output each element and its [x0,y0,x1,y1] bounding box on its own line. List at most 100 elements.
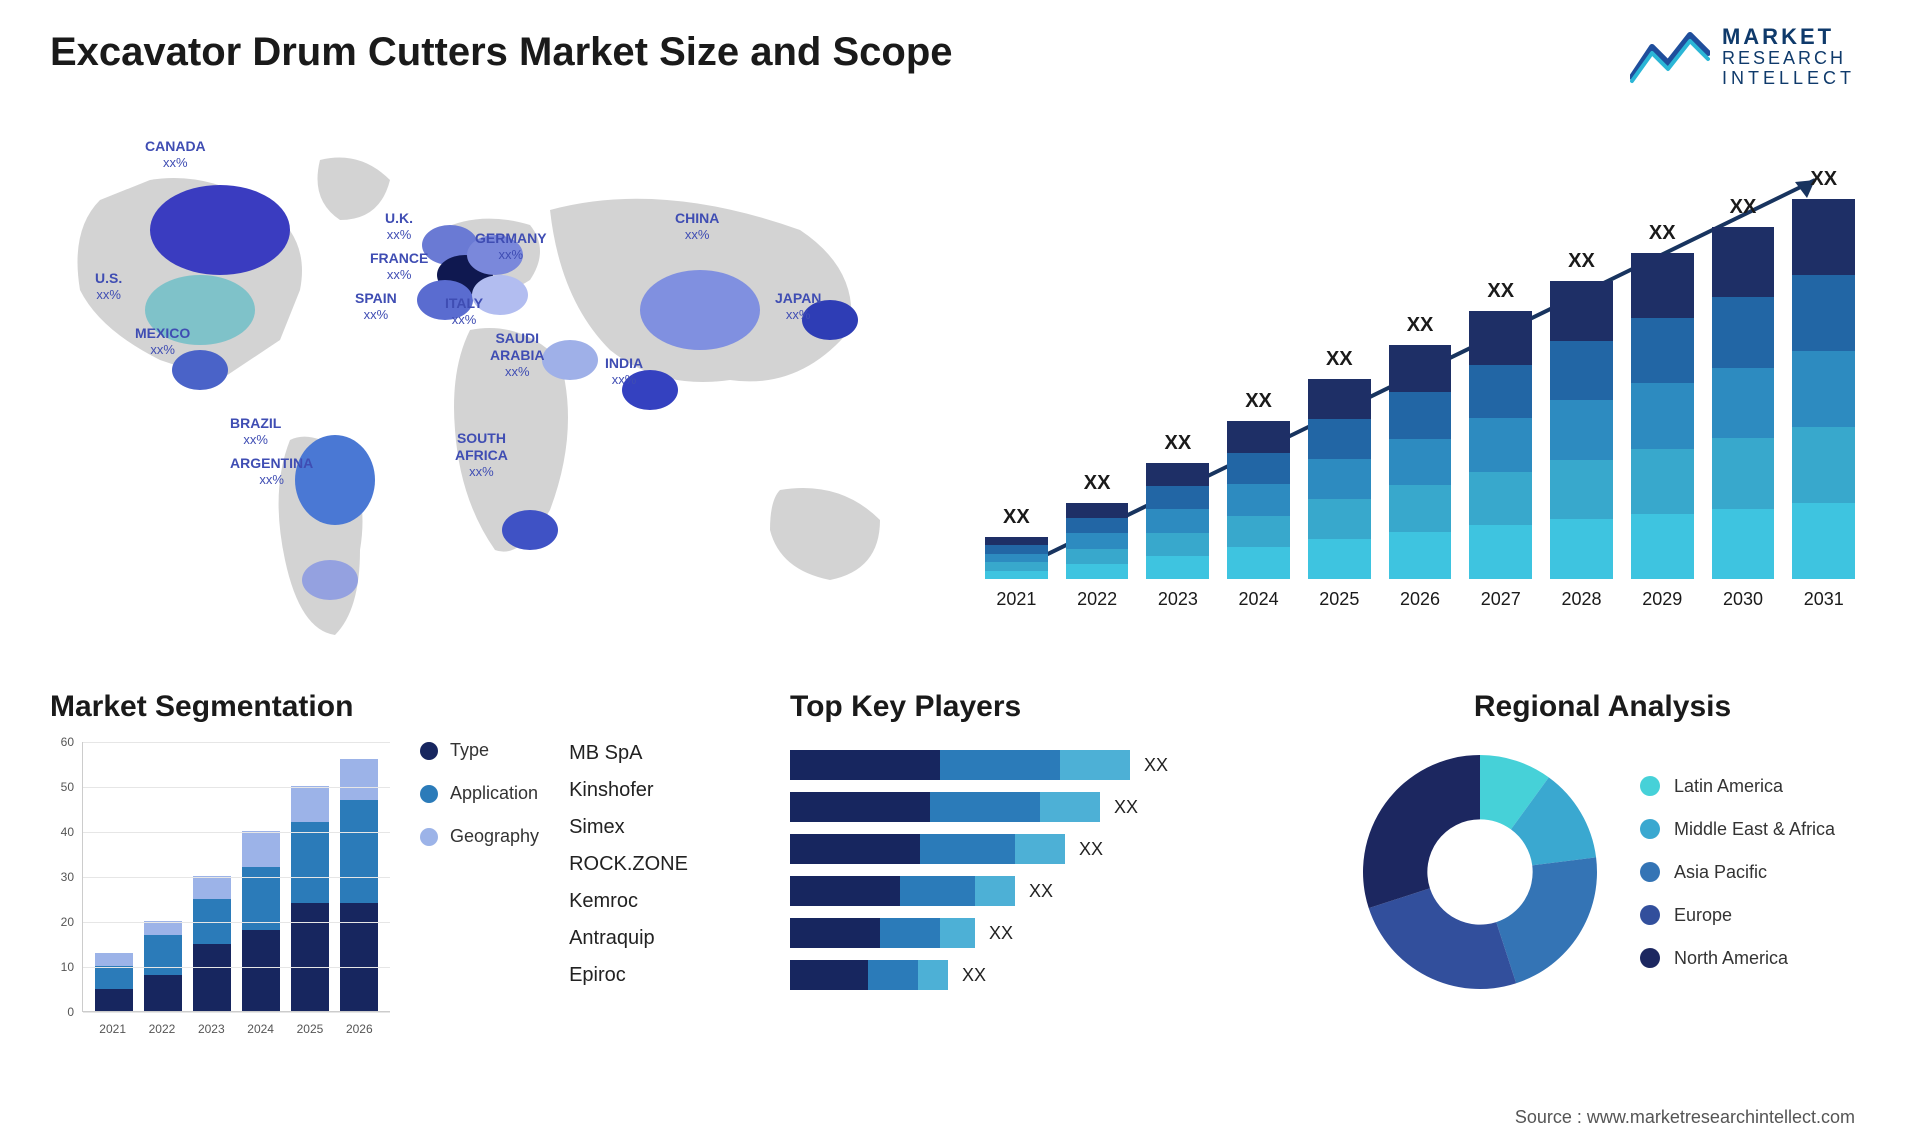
legend-label: Type [450,740,489,761]
region-legend-item: Latin America [1640,776,1835,797]
regional-donut-chart [1350,742,1610,1002]
world-map-section: CANADAxx%U.S.xx%MEXICOxx%BRAZILxx%ARGENT… [40,130,960,670]
growth-bar-value: XX [1407,314,1434,337]
growth-bar-value: XX [1810,168,1837,191]
logo-mark-icon [1630,29,1710,84]
growth-bar-year: 2028 [1561,589,1601,610]
region-legend-item: Asia Pacific [1640,862,1835,883]
segmentation-bar [193,876,231,1011]
growth-chart: XX2021XX2022XX2023XX2024XX2025XX2026XX20… [985,140,1855,650]
map-label: GERMANYxx% [475,230,547,262]
world-map-icon [40,130,960,670]
player-bar-row: XX [790,750,1310,780]
company-name: Epiroc [569,964,729,987]
top-players-chart: XXXXXXXXXXXX [790,742,1310,990]
segmentation-legend-item: Application [420,783,539,804]
logo-text-line3: INTELLECT [1722,69,1855,89]
map-label: BRAZILxx% [230,415,281,447]
player-bar-row: XX [790,834,1310,864]
company-name: MB SpA [569,742,729,765]
company-name: Kemroc [569,890,729,913]
segmentation-title: Market Segmentation [50,690,390,724]
growth-bar-year: 2021 [996,589,1036,610]
growth-bar-year: 2029 [1642,589,1682,610]
bottom-row: Market Segmentation 0102030405060 202120… [50,690,1855,1070]
growth-bar-value: XX [1730,196,1757,219]
segmentation-legend-item: Type [420,740,539,761]
legend-label: Middle East & Africa [1674,819,1835,840]
growth-bar: XX2021 [985,506,1048,610]
growth-bar-value: XX [1245,390,1272,413]
company-name: Simex [569,816,729,839]
map-label: MEXICOxx% [135,325,190,357]
map-label: SOUTHAFRICAxx% [455,430,508,479]
company-name: ROCK.ZONE [569,853,729,876]
player-bar-value: XX [1029,881,1053,902]
segmentation-legend: Type Application Geography [420,690,539,1070]
region-legend-item: Middle East & Africa [1640,819,1835,840]
growth-bar-year: 2026 [1400,589,1440,610]
legend-dot-icon [1640,905,1660,925]
growth-bar-year: 2031 [1804,589,1844,610]
regional-panel: Regional Analysis Latin AmericaMiddle Ea… [1350,690,1855,1070]
legend-dot-icon [420,828,438,846]
map-label: U.K.xx% [385,210,413,242]
map-label: FRANCExx% [370,250,428,282]
player-bar-row: XX [790,918,1310,948]
player-bar-row: XX [790,876,1310,906]
player-bar-value: XX [1079,839,1103,860]
player-bar-row: XX [790,792,1310,822]
segmentation-x-label: 2021 [94,1016,132,1042]
growth-bar: XX 2031 [1792,168,1855,610]
growth-bar-value: XX [1326,348,1353,371]
segmentation-bar [340,759,378,1011]
map-label: INDIAxx% [605,355,643,387]
player-bar-value: XX [1144,755,1168,776]
region-legend-item: Europe [1640,905,1835,926]
map-label: SPAINxx% [355,290,397,322]
legend-dot-icon [1640,776,1660,796]
source-attribution: Source : www.marketresearchintellect.com [1515,1107,1855,1128]
segmentation-panel: Market Segmentation 0102030405060 202120… [50,690,750,1070]
segmentation-bar [291,786,329,1011]
segmentation-legend-item: Geography [420,826,539,847]
segmentation-x-label: 2023 [192,1016,230,1042]
growth-bar-value: XX [1164,432,1191,455]
growth-bar-value: XX [1649,222,1676,245]
growth-bar: XX 2030 [1712,196,1775,610]
legend-label: North America [1674,948,1788,969]
segmentation-x-label: 2024 [242,1016,280,1042]
legend-dot-icon [1640,819,1660,839]
top-players-title: Top Key Players [790,690,1310,724]
map-label: U.S.xx% [95,270,122,302]
regional-legend: Latin America Middle East & Africa Asia Pa… [1640,776,1835,969]
growth-bar: XX 2026 [1389,314,1452,610]
page-title: Excavator Drum Cutters Market Size and S… [50,30,953,75]
legend-dot-icon [1640,862,1660,882]
logo-text-line1: MARKET [1722,25,1855,49]
brand-logo: MARKET RESEARCH INTELLECT [1630,25,1855,89]
segmentation-x-label: 2025 [291,1016,329,1042]
companies-list: MB SpAKinshoferSimexROCK.ZONEKemrocAntra… [569,690,729,1070]
growth-bar-value: XX [1084,472,1111,495]
growth-bar: XX2024 [1227,390,1290,610]
growth-bar: XX2023 [1146,432,1209,610]
player-bar-value: XX [962,965,986,986]
region-legend-item: North America [1640,948,1835,969]
map-label: ARGENTINAxx% [230,455,313,487]
legend-label: Geography [450,826,539,847]
segmentation-bar [95,953,133,1012]
segmentation-bar [242,831,280,1011]
player-bar-row: XX [790,960,1310,990]
legend-dot-icon [1640,948,1660,968]
player-bar-value: XX [1114,797,1138,818]
player-bar-value: XX [989,923,1013,944]
growth-bar: XX2025 [1308,348,1371,610]
segmentation-x-label: 2026 [340,1016,378,1042]
legend-label: Application [450,783,538,804]
segmentation-x-label: 2022 [143,1016,181,1042]
logo-text-line2: RESEARCH [1722,49,1855,69]
legend-dot-icon [420,785,438,803]
growth-bar-year: 2030 [1723,589,1763,610]
top-players-panel: Top Key Players XXXXXXXXXXXX [790,690,1310,1070]
